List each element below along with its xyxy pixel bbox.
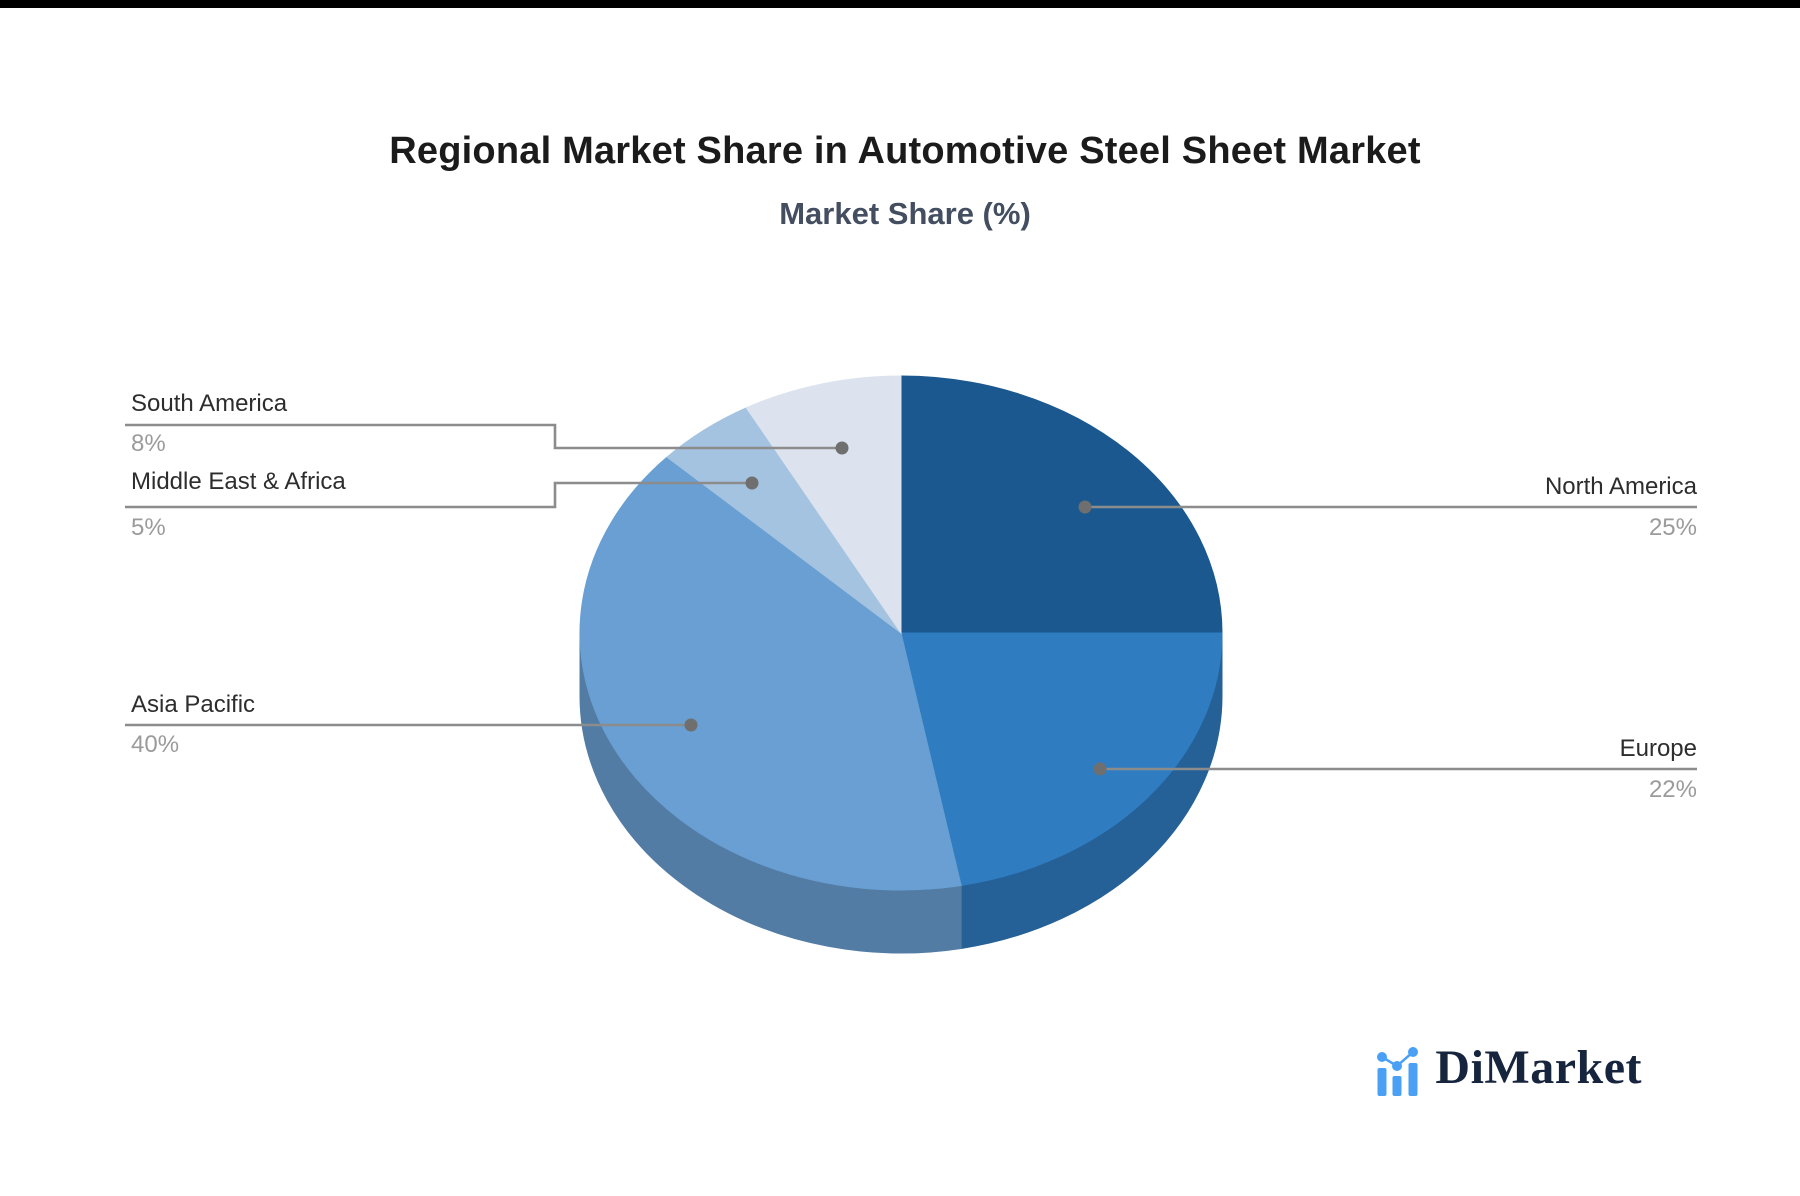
callout-dot-north-america (1078, 500, 1092, 514)
slice-value-south-america: 8% (131, 430, 166, 457)
chart-title: Regional Market Share in Automotive Stee… (389, 130, 1421, 172)
top-border (0, 0, 1800, 8)
slice-label-south-america: South America (131, 390, 288, 417)
pie-slice-north-america[interactable] (900, 375, 1223, 634)
slice-value-asia-pacific: 40% (131, 731, 180, 758)
chart-subtitle: Market Share (%) (779, 196, 1031, 231)
pie-slice-europe[interactable] (900, 632, 1223, 887)
brand-name: DiMarket (1435, 1040, 1642, 1094)
pie-slice-south-america[interactable] (745, 375, 902, 635)
callout-dot-asia-pacific (684, 718, 698, 732)
slice-label-asia-pacific: Asia Pacific (131, 691, 256, 718)
pie-slice-asia-pacific[interactable] (579, 456, 962, 891)
slice-value-middle-east-africa: 5% (131, 514, 166, 541)
brand-logo: DiMarket (1377, 1038, 1642, 1096)
callout-line-south-america (125, 423, 842, 450)
callout-line-middle-east-africa (125, 481, 752, 509)
slice-label-north-america: North America (1544, 473, 1697, 500)
callout-dot-south-america (835, 441, 849, 455)
slice-label-middle-east-africa: Middle East & Africa (131, 468, 346, 495)
callout-dot-europe (1093, 762, 1107, 776)
slice-label-europe: Europe (1619, 735, 1697, 762)
bar-line-chart-icon (1377, 1047, 1419, 1096)
slice-value-europe: 22% (1648, 776, 1697, 803)
slice-value-north-america: 25% (1648, 514, 1697, 541)
callout-dot-middle-east-africa (745, 476, 759, 490)
